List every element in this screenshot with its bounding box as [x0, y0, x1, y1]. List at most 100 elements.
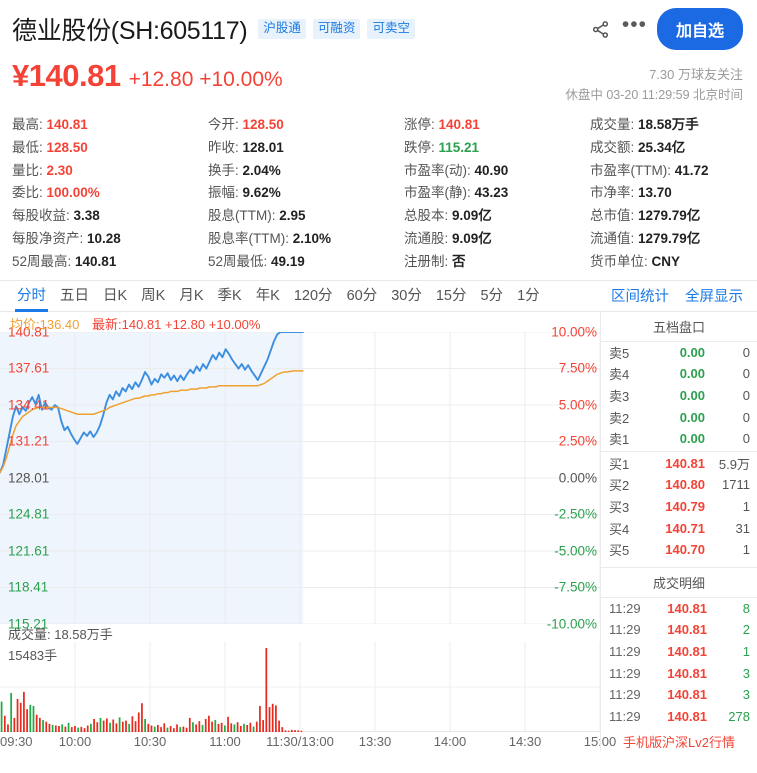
tag-hugutong: 沪股通 — [258, 19, 306, 39]
order-level: 卖1 — [609, 432, 630, 448]
deal-qty: 3 — [742, 687, 750, 703]
legend-last-price: 最新:140.81 +12.80 +10.00% — [92, 316, 261, 332]
order-qty: 5.9万 — [718, 456, 750, 472]
order-book-row[interactable]: 买1 140.81 5.9万 — [601, 453, 757, 475]
deal-price: 140.81 — [667, 708, 707, 724]
deal-row[interactable]: 11:29 140.81 278 — [601, 705, 757, 727]
stat-label: 股息(TTM): — [208, 208, 280, 224]
order-book-bids: 买1 140.81 5.9万 买2 140.80 1711 买3 140.79 1 买4 140.7… — [601, 453, 757, 561]
order-book-row[interactable]: 买4 140.71 31 — [601, 517, 757, 539]
order-price: 0.00 — [679, 344, 705, 360]
order-book-row[interactable]: 买5 140.70 1 — [601, 539, 757, 561]
deal-row[interactable]: 11:29 140.81 1 — [601, 641, 757, 663]
more-dots-icon[interactable]: ••• — [621, 12, 647, 36]
stat-value: 49.19 — [271, 253, 305, 269]
deal-time: 11:29 — [609, 600, 641, 616]
stat-value: 115.21 — [438, 139, 480, 155]
order-qty: 1 — [742, 499, 750, 515]
tab-link-区间统计[interactable]: 区间统计 — [611, 289, 669, 306]
time-tick-label: 09:30 — [0, 733, 33, 749]
stat-item: 今开: 128.50 — [208, 114, 404, 137]
deal-price: 140.81 — [667, 644, 707, 659]
deal-time: 11:29 — [609, 622, 641, 638]
order-book-row[interactable]: 卖3 0.00 0 — [601, 385, 757, 407]
order-book-row[interactable]: 卖5 0.00 0 — [601, 342, 757, 364]
followers-count: 7.30 万球友关注 — [649, 67, 743, 82]
deals-title: 成交明细 — [601, 568, 757, 598]
tab-15分[interactable]: 15分 — [435, 288, 467, 305]
order-qty: 31 — [735, 520, 750, 536]
order-price: 0.00 — [679, 366, 705, 382]
tab-link-全屏显示[interactable]: 全屏显示 — [685, 289, 743, 306]
tab-五日[interactable]: 五日 — [60, 288, 89, 305]
tab-30分[interactable]: 30分 — [391, 288, 422, 305]
percent-tick-label: -7.50% — [554, 579, 597, 595]
side-panel: 五档盘口 卖5 0.00 0 卖4 0.00 0 卖3 0.00 0 卖2 0.00 0 卖1 0.00 0… — [600, 311, 757, 751]
tab-月K[interactable]: 月K — [179, 288, 204, 305]
percent-tick-label: -5.00% — [554, 543, 597, 559]
tab-120分[interactable]: 120分 — [293, 288, 333, 305]
tab-分时[interactable]: 分时 — [10, 279, 53, 313]
deal-price: 140.81 — [667, 622, 707, 638]
tab-60分[interactable]: 60分 — [346, 288, 378, 305]
tab-周K[interactable]: 周K — [141, 288, 166, 305]
deal-row[interactable]: 11:29 140.81 8 — [601, 598, 757, 620]
order-level: 卖2 — [609, 410, 630, 426]
order-book-row[interactable]: 买2 140.80 1711 — [601, 474, 757, 496]
time-tick-label: 14:00 — [433, 733, 467, 749]
time-tick-label: 10:30 — [133, 733, 167, 749]
tab-年K[interactable]: 年K — [255, 288, 280, 305]
tab-日K[interactable]: 日K — [103, 288, 128, 305]
deal-time: 11:29 — [609, 665, 641, 681]
order-level: 买4 — [609, 521, 630, 537]
stat-item: 成交额: 25.34亿 — [590, 137, 757, 160]
stat-label: 每股收益: — [12, 208, 74, 224]
stat-label: 货币单位: — [590, 253, 652, 269]
stat-value: 41.72 — [674, 162, 709, 178]
price-tick-label: 137.61 — [8, 360, 50, 376]
price-tick-label: 131.21 — [8, 433, 50, 449]
order-price: 140.71 — [665, 520, 705, 536]
stat-item: 每股收益: 3.38 — [12, 205, 208, 228]
stat-value: 否 — [452, 253, 466, 269]
order-price: 0.00 — [679, 388, 705, 404]
deal-row[interactable]: 11:29 140.81 2 — [601, 619, 757, 641]
stat-label: 最低: — [12, 139, 47, 155]
stat-label: 注册制: — [404, 253, 453, 269]
deal-row[interactable]: 11:29 140.81 3 — [601, 684, 757, 706]
percent-tick-label: -2.50% — [554, 506, 597, 522]
tab-5分[interactable]: 5分 — [480, 288, 504, 305]
time-tick-label: 13:30 — [358, 733, 392, 749]
stat-label: 股息率(TTM): — [208, 230, 293, 246]
stat-item: 总股本: 9.09亿 — [404, 205, 590, 228]
share-icon[interactable] — [586, 14, 616, 44]
stock-title: 德业股份(SH:605117) — [12, 17, 248, 45]
tab-1分[interactable]: 1分 — [517, 288, 540, 305]
order-book-row[interactable]: 买3 140.79 1 — [601, 496, 757, 518]
order-book-row[interactable]: 卖2 0.00 0 — [601, 406, 757, 428]
order-book-row[interactable]: 卖1 0.00 0 — [601, 428, 757, 450]
volume-header: 成交量: 18.58万手 — [8, 626, 113, 642]
stat-item: 量比: 2.30 — [12, 160, 208, 183]
price-tick-label: 140.81 — [8, 324, 50, 340]
time-tick-label: 10:00 — [58, 733, 92, 749]
stat-value: 18.58万手 — [638, 117, 699, 132]
stat-label: 委比: — [12, 185, 47, 201]
stat-value: 3.38 — [73, 208, 100, 224]
stat-label: 最高: — [12, 117, 47, 132]
price-line-chart[interactable] — [0, 331, 600, 624]
order-qty: 0 — [742, 388, 750, 404]
lv2-promo-link[interactable]: 手机版沪深Lv2行情 — [623, 735, 735, 751]
volume-bar-chart[interactable] — [0, 641, 600, 732]
stat-item: 振幅: 9.62% — [208, 182, 404, 205]
deal-row[interactable]: 11:29 140.81 3 — [601, 662, 757, 684]
add-to-watchlist-button[interactable]: 加自选 — [656, 8, 743, 50]
order-book-row[interactable]: 卖4 0.00 0 — [601, 363, 757, 385]
time-tick-label: 11:30/13:00 — [266, 733, 334, 749]
percent-tick-label: -10.00% — [546, 616, 597, 632]
stat-value: 2.04% — [242, 162, 281, 178]
stat-item: 流通值: 1279.79亿 — [590, 228, 757, 251]
stat-value: 2.30 — [46, 162, 73, 178]
stat-label: 52周最低: — [208, 253, 272, 269]
tab-季K[interactable]: 季K — [217, 288, 242, 305]
